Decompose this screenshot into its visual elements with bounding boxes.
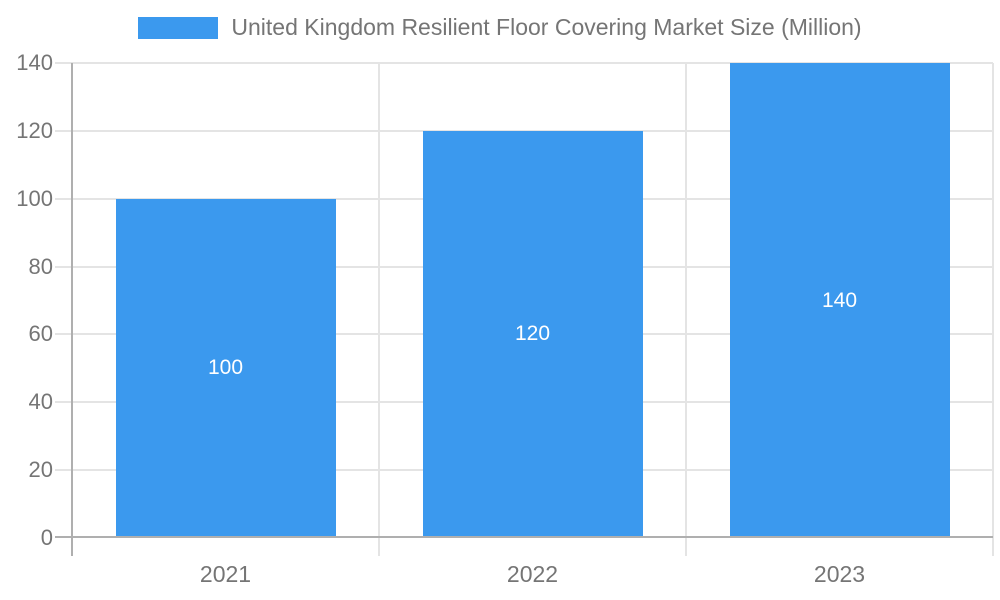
y-tick-label: 80: [28, 253, 53, 279]
bar-value-label: 120: [514, 322, 551, 346]
v-gridline: [992, 63, 994, 556]
y-tick-label: 40: [28, 389, 53, 415]
bar: [422, 130, 643, 538]
v-gridline: [685, 63, 687, 556]
legend-swatch: [138, 16, 219, 39]
y-tick-label: 0: [40, 525, 53, 550]
x-tick-label: 2021: [199, 561, 252, 587]
x-tick-label: 2022: [506, 561, 559, 587]
y-tick-label: 60: [28, 321, 53, 347]
legend: United Kingdom Resilient Floor Covering …: [0, 14, 1000, 41]
y-tick-label: 140: [16, 50, 53, 75]
y-tick-label: 120: [16, 117, 53, 143]
y-tick-label: 100: [16, 185, 53, 211]
bar: [729, 63, 950, 538]
bar: [115, 198, 336, 538]
x-tick-label: 2023: [813, 561, 866, 587]
bar-value-label: 140: [821, 288, 858, 312]
v-gridline: [378, 63, 380, 556]
bar-value-label: 100: [207, 356, 244, 380]
legend-label: United Kingdom Resilient Floor Covering …: [231, 14, 862, 40]
h-gridline: [55, 129, 993, 132]
y-tick-label: 20: [28, 457, 53, 483]
h-gridline: [55, 62, 993, 64]
x-axis-line: [55, 536, 993, 538]
plot-area: 0 20 40 60 80 100 120 140 100 120 140 2021 2022 2023: [16, 50, 994, 587]
y-axis-line: [71, 63, 73, 556]
